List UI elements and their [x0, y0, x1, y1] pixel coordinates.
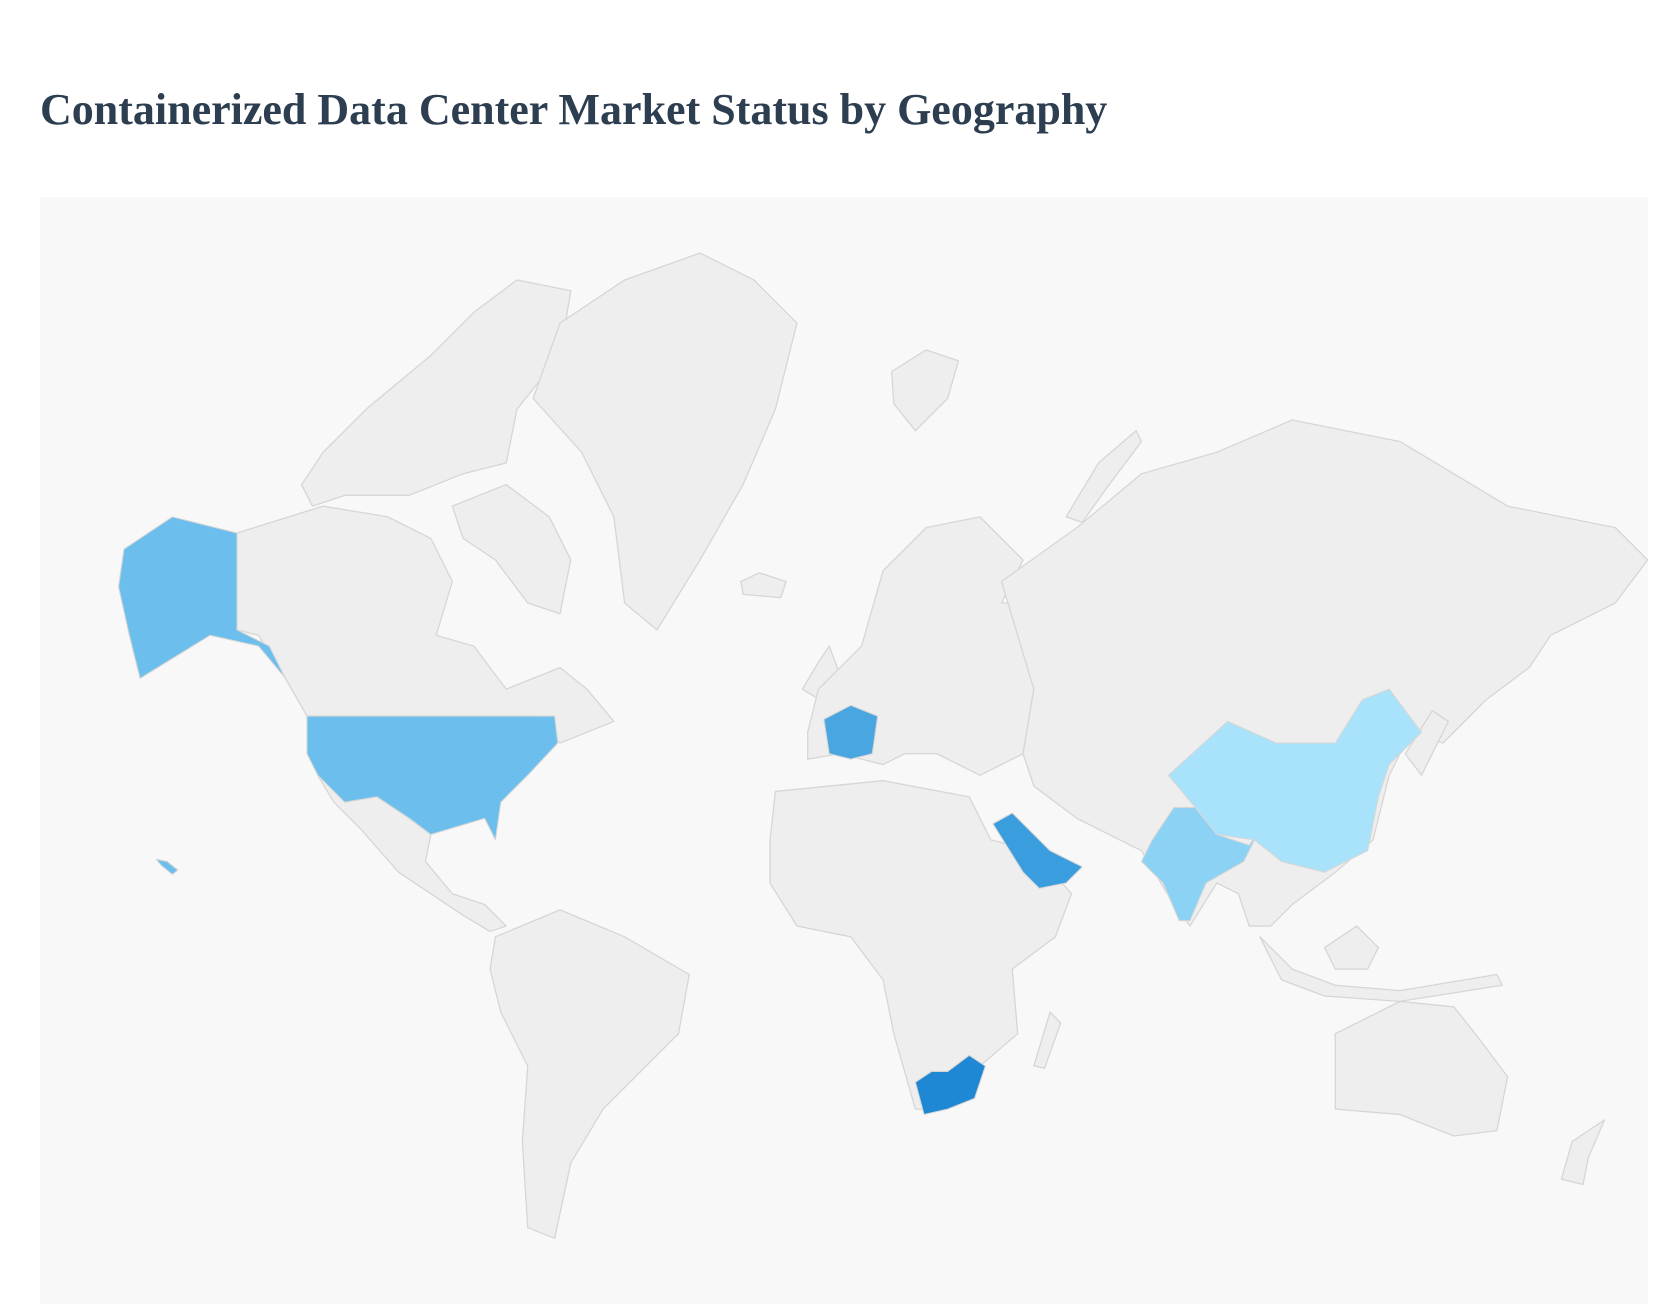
country-france[interactable] — [823, 704, 879, 760]
region-borneo-philippines[interactable] — [1323, 925, 1380, 970]
region-indonesia[interactable] — [1259, 936, 1503, 1003]
region-greenland[interactable] — [532, 252, 798, 631]
country-usa[interactable] — [306, 715, 559, 841]
region-hudson-islands[interactable] — [451, 483, 572, 615]
country-south-africa[interactable] — [914, 1054, 986, 1116]
region-novaya-zemlya[interactable] — [1065, 430, 1143, 523]
region-svalbard[interactable] — [891, 349, 960, 432]
country-usa-alaska[interactable] — [118, 516, 286, 679]
page-title: Containerized Data Center Market Status … — [40, 85, 1108, 134]
highlighted-countries — [118, 516, 1423, 1116]
country-china[interactable] — [1167, 688, 1423, 873]
region-new-zealand[interactable] — [1560, 1119, 1606, 1186]
region-asia[interactable] — [1000, 419, 1649, 927]
country-usa-hawaii[interactable] — [155, 858, 179, 875]
region-iceland[interactable] — [740, 572, 787, 599]
region-japan[interactable] — [1404, 710, 1450, 776]
country-saudi-arabia[interactable] — [992, 812, 1083, 889]
region-madagascar[interactable] — [1033, 1011, 1062, 1069]
region-south-america[interactable] — [489, 909, 690, 1239]
region-arctic-islands[interactable] — [300, 279, 572, 507]
region-australia[interactable] — [1334, 1000, 1509, 1137]
